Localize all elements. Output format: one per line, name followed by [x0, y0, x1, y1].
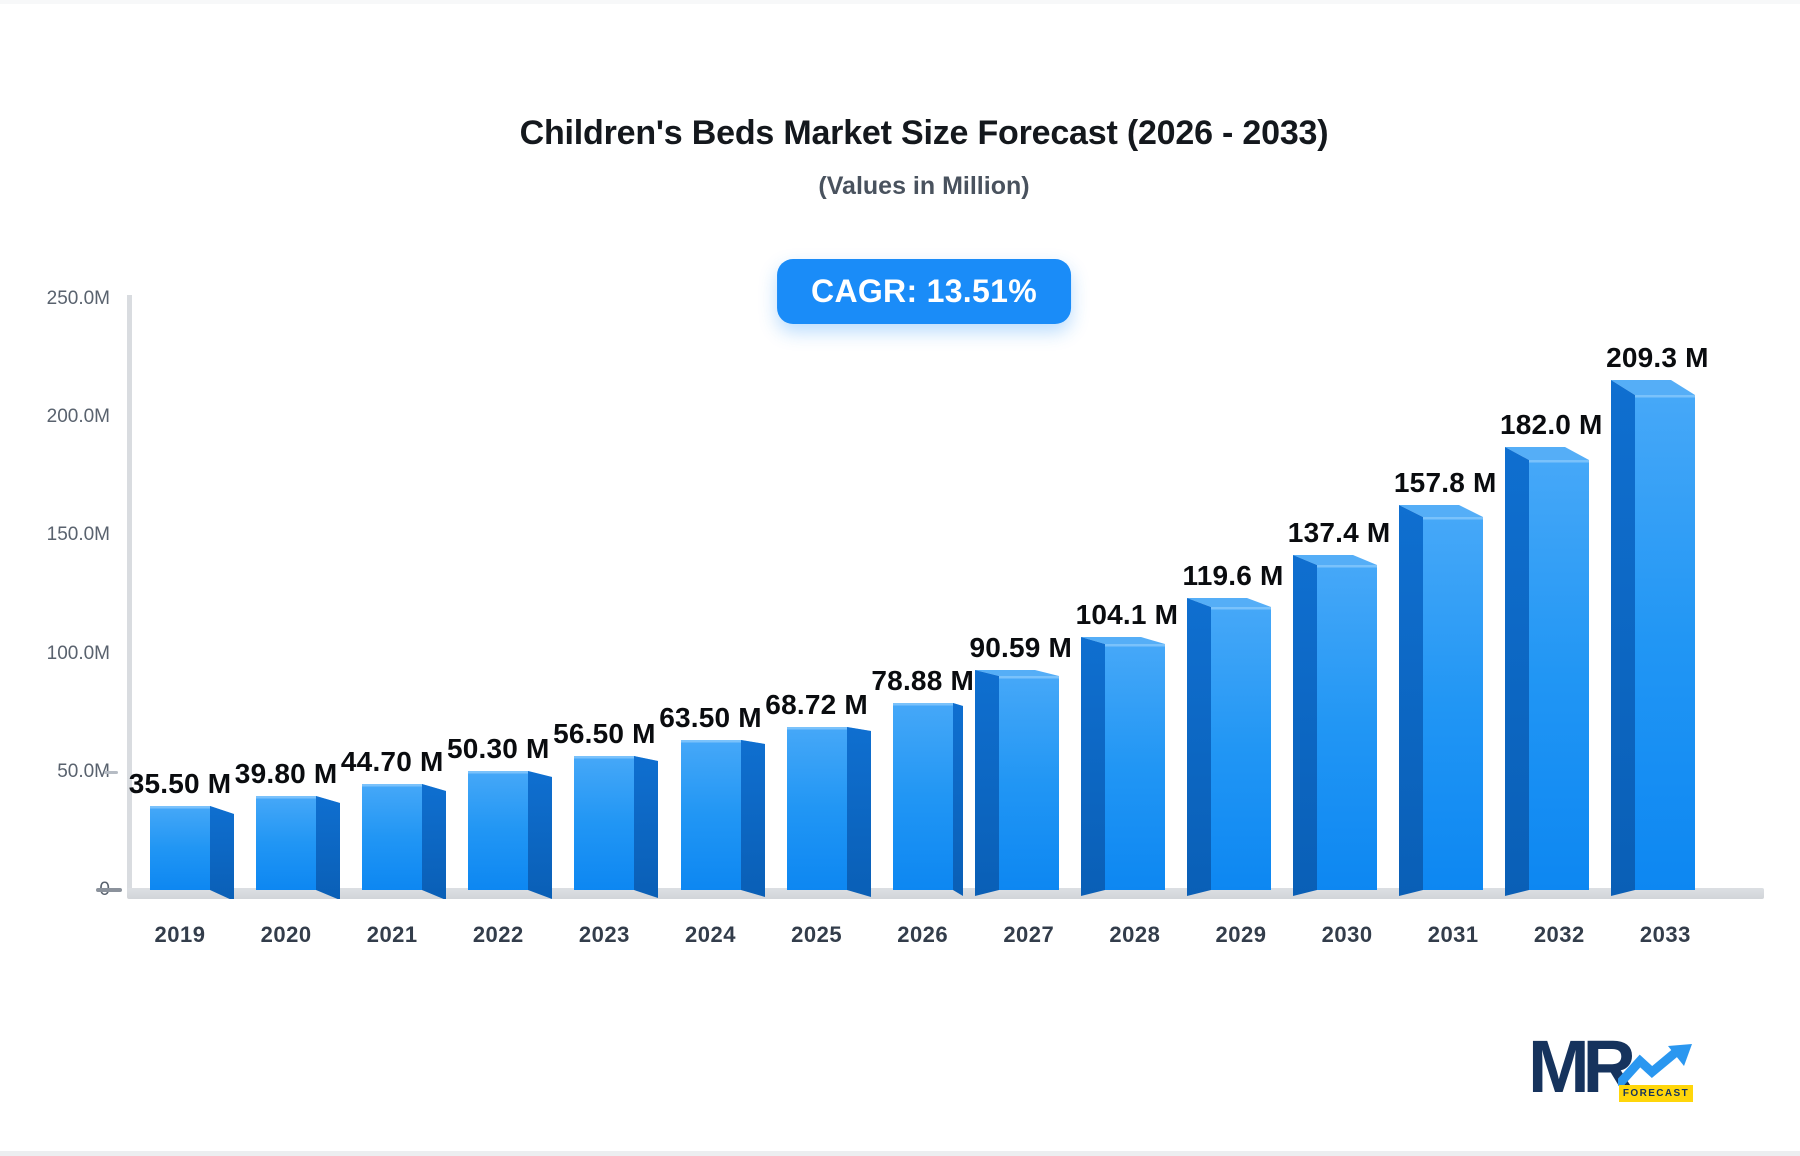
bar-2019 — [150, 806, 235, 899]
x-axis-label-2024: 2024 — [685, 922, 736, 947]
plot-area: 250.0M 200.0M 150.0M 100.0M 50.0M 0 35.50 M 201… — [0, 4, 1800, 1156]
bar-2033 — [1611, 380, 1696, 899]
bar-2030 — [1293, 555, 1378, 899]
bar-2032 — [1505, 447, 1590, 899]
y-axis-tick-0 — [96, 888, 122, 892]
bar-2022 — [468, 771, 553, 899]
chart-subtitle: (Values in Million) — [818, 172, 1030, 200]
bar-value-label-2021: 44.70 M — [340, 746, 444, 777]
y-axis-tick-50 — [104, 770, 118, 774]
mr-forecast-logo: MR FORECAST — [1528, 1030, 1698, 1106]
bar-2023 — [574, 756, 659, 899]
y-axis-label-50: 50.0M — [57, 760, 110, 782]
y-axis-label-200: 200.0M — [46, 406, 110, 427]
bar-value-label-2019: 35.50 M — [128, 768, 232, 799]
bar-2021 — [362, 784, 447, 899]
bar-value-label-2032: 182.0 M — [1500, 409, 1603, 440]
trend-arrow-icon — [1618, 1044, 1692, 1088]
bar-value-label-2033: 209.3 M — [1606, 342, 1709, 373]
x-axis-label-2026: 2026 — [897, 922, 949, 947]
bar-value-label-2027: 90.59 M — [969, 632, 1073, 663]
y-axis-label-150: 150.0M — [46, 524, 110, 546]
x-axis-label-2030: 2030 — [1321, 922, 1373, 947]
x-axis-label-2022: 2022 — [472, 922, 524, 947]
y-axis-label-100: 100.0M — [46, 642, 110, 664]
y-axis-label-0: 0 — [0, 879, 110, 901]
logo-banner: FORECAST — [1619, 1085, 1693, 1102]
x-axis-label-2025: 2025 — [791, 922, 843, 947]
bar-value-label-2029: 119.6 M — [1182, 560, 1284, 591]
cagr-badge: CAGR: 13.51% — [777, 259, 1071, 324]
bar-2024 — [680, 740, 766, 899]
bar-value-label-2022: 50.30 M — [447, 733, 550, 764]
bottom-edge — [0, 1151, 1800, 1156]
bar-value-label-2020: 39.80 M — [234, 758, 338, 789]
x-axis-label-2032: 2032 — [1533, 922, 1585, 947]
x-axis-label-2031: 2031 — [1427, 922, 1479, 947]
bar-2025 — [786, 727, 872, 899]
x-axis-label-2029: 2029 — [1215, 922, 1267, 947]
bar-value-label-2031: 157.8 M — [1393, 467, 1497, 498]
bar-2026 — [892, 703, 964, 899]
bar-2031 — [1399, 505, 1484, 899]
x-axis-label-2020: 2020 — [260, 922, 312, 947]
logo-text: MR — [1528, 1025, 1636, 1108]
bar-value-label-2026: 78.88 M — [871, 665, 974, 696]
x-axis-label-2033: 2033 — [1639, 922, 1691, 947]
y-axis-label-250: 250.0M — [46, 287, 110, 309]
bar-2027 — [974, 670, 1060, 899]
x-axis-label-2023: 2023 — [578, 922, 630, 947]
bar-value-label-2024: 63.50 M — [659, 702, 762, 733]
y-axis-line — [127, 295, 132, 894]
bar-value-label-2023: 56.50 M — [553, 718, 656, 749]
bar-2029 — [1187, 598, 1272, 899]
bar-2020 — [256, 796, 341, 899]
x-axis-label-2028: 2028 — [1109, 922, 1161, 947]
bar-value-label-2025: 68.72 M — [765, 689, 868, 720]
bar-value-label-2030: 137.4 M — [1287, 517, 1391, 548]
x-axis-baseline — [127, 888, 1764, 899]
chart-title: Children's Beds Market Size Forecast (20… — [519, 114, 1329, 152]
x-axis-label-2027: 2027 — [1003, 922, 1055, 947]
bar-value-label-2028: 104.1 M — [1075, 599, 1179, 630]
x-axis-label-2021: 2021 — [366, 922, 418, 947]
x-axis-label-2019: 2019 — [154, 922, 206, 947]
bar-2028 — [1080, 637, 1166, 899]
